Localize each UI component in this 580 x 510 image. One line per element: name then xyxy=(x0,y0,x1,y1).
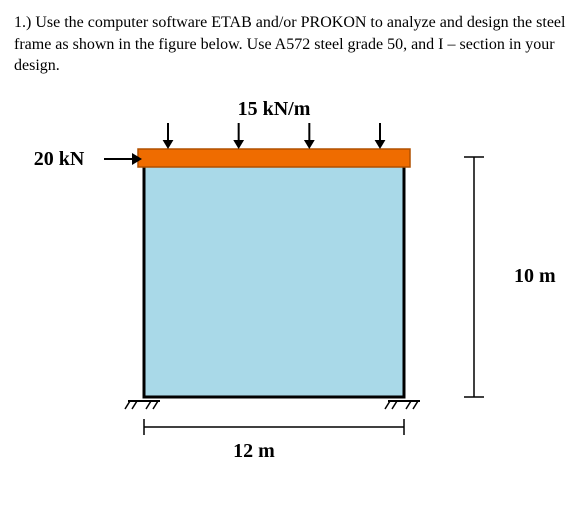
frame-figure: 15 kN/m 20 kN 12 m 10 m xyxy=(14,77,580,477)
problem-text: 1.) Use the computer software ETAB and/o… xyxy=(14,12,566,77)
page: 1.) Use the computer software ETAB and/o… xyxy=(0,0,580,510)
frame-body xyxy=(144,157,404,397)
height-label: 10 m xyxy=(514,265,556,287)
support xyxy=(385,401,420,409)
point-load-label: 20 kN xyxy=(34,148,85,170)
width-label: 12 m xyxy=(233,440,275,462)
support xyxy=(125,401,160,409)
beam xyxy=(138,149,410,167)
udl-label: 15 kN/m xyxy=(238,98,311,120)
